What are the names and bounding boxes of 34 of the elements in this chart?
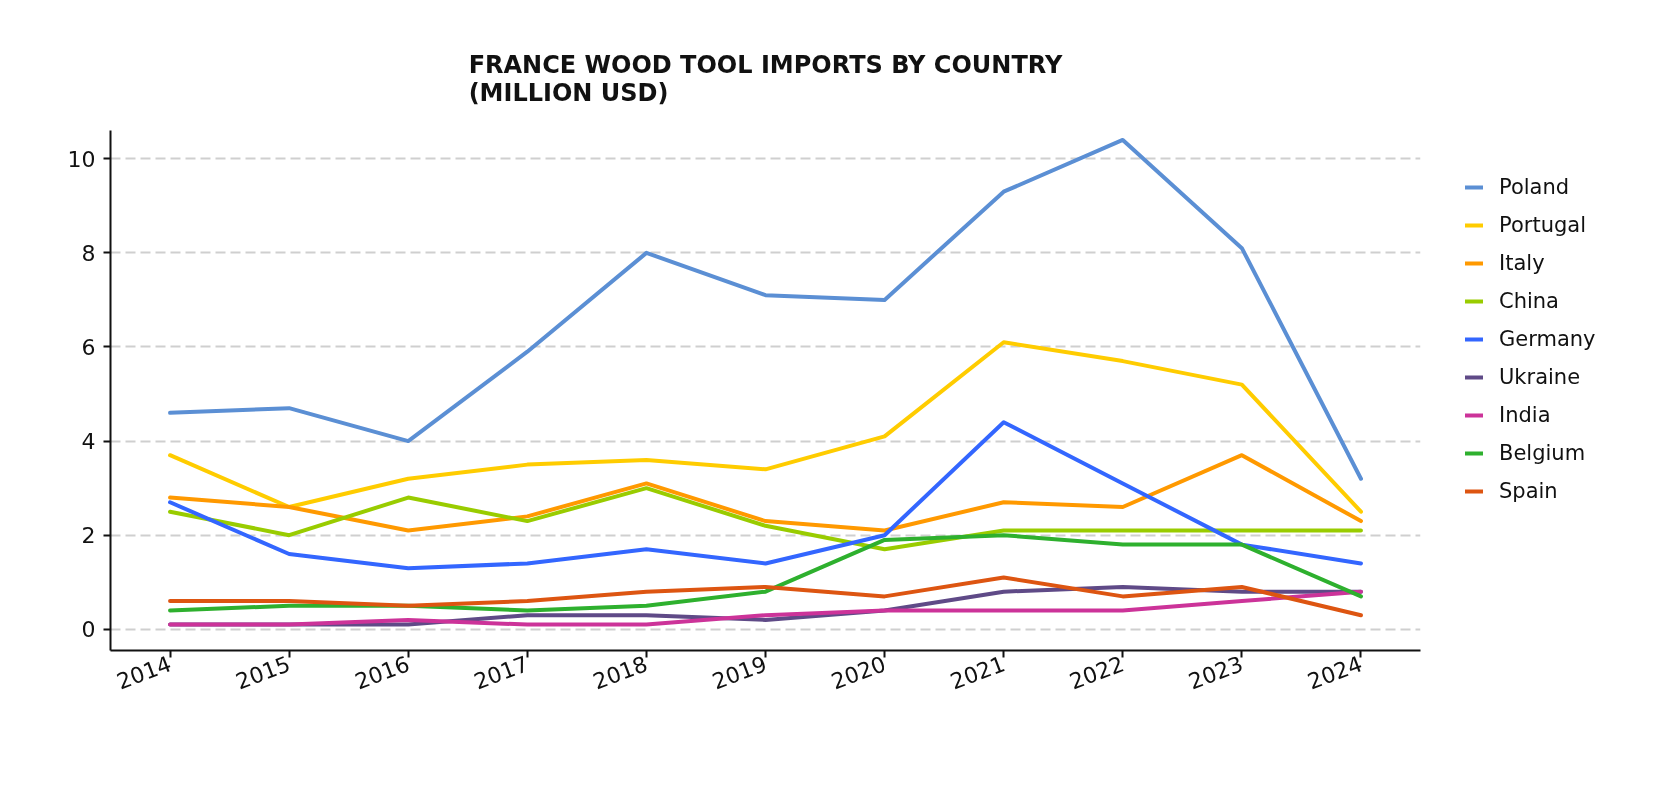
y-tick-label: 8 <box>81 240 96 266</box>
x-tick-label: 2014 <box>113 651 175 695</box>
legend-label: China <box>1499 289 1559 313</box>
x-tick-label: 2015 <box>232 651 294 695</box>
legend-label: Italy <box>1499 251 1545 275</box>
x-tick-label: 2017 <box>470 651 532 695</box>
line-series <box>168 533 1363 613</box>
x-tick-label: 2020 <box>827 651 890 695</box>
x-tick-label: 2018 <box>589 651 651 695</box>
line-series <box>168 453 1363 533</box>
y-tick-label: 10 <box>67 146 96 172</box>
legend-label: Belgium <box>1499 441 1586 465</box>
line-series <box>168 486 1363 552</box>
x-tick-label: 2019 <box>708 651 771 695</box>
line-series <box>168 420 1363 571</box>
legend-label: Poland <box>1499 175 1570 199</box>
y-tick-label: 6 <box>81 334 96 360</box>
x-tick-label: 2016 <box>351 651 413 695</box>
legend-label: Germany <box>1499 327 1596 351</box>
legend-label: Ukraine <box>1499 365 1581 389</box>
legend-label: India <box>1499 403 1551 427</box>
x-tick-label: 2024 <box>1304 651 1366 695</box>
legend-label: Spain <box>1499 479 1558 503</box>
line-series <box>168 137 1363 481</box>
line-series <box>168 575 1363 618</box>
x-tick-label: 2021 <box>947 651 1009 695</box>
legend-label: Portugal <box>1499 213 1586 237</box>
x-tick-label: 2023 <box>1185 651 1247 695</box>
x-tick-label: 2022 <box>1066 651 1128 695</box>
y-tick-label: 4 <box>81 429 96 455</box>
y-tick-label: 2 <box>81 523 96 549</box>
y-tick-label: 0 <box>81 617 96 643</box>
chart-title: FRANCE WOOD TOOL IMPORTS BY COUNTRY (MILLION USD) <box>468 50 1063 107</box>
line-series <box>168 340 1363 514</box>
